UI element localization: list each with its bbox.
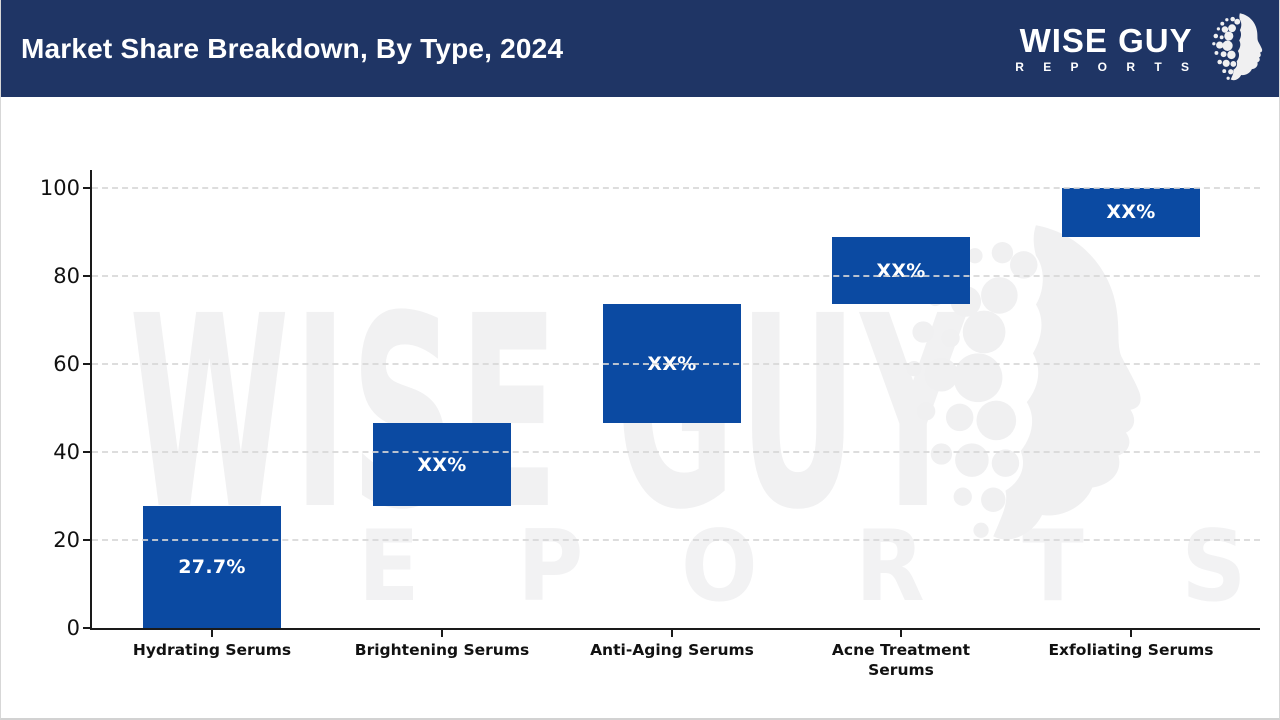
logo-text: WISE GUY R E P O R T S [1015, 21, 1197, 75]
x-tick-mark-5 [1130, 630, 1132, 637]
logo-wiseguy-label: WISE GUY [1019, 21, 1193, 59]
x-category-label-5: Exfoliating Serums [1048, 641, 1214, 659]
y-tick-mark-20 [83, 538, 90, 541]
y-tick-mark-40 [83, 450, 90, 453]
x-category-label-3: Anti-Aging Serums [590, 641, 754, 659]
y-tick-mark-80 [83, 274, 90, 277]
gridline-40 [92, 450, 1260, 453]
x-category-label-2: Brightening Serums [354, 641, 530, 659]
watermark-reports-text: R E P O R T S [191, 510, 1280, 624]
x-tick-mark-1 [211, 630, 213, 637]
y-tick-label-80: 80 [53, 263, 80, 288]
bar-value-label: XX% [876, 259, 926, 282]
header-bar: Market Share Breakdown, By Type, 2024 WI… [1, 0, 1279, 97]
x-tick-mark-2 [441, 630, 443, 637]
y-tick-label-40: 40 [53, 439, 80, 464]
bar-segment-5: XX% [1062, 187, 1200, 237]
gridline-100 [92, 186, 1260, 189]
bar-segment-4: XX% [832, 236, 970, 305]
x-tick-mark-3 [671, 630, 673, 637]
wise-guy-reports-logo: WISE GUY R E P O R T S [1015, 8, 1267, 90]
y-tick-label-60: 60 [53, 351, 80, 376]
gridline-20 [92, 538, 1260, 541]
bar-value-label: 27.7% [178, 555, 246, 578]
y-tick-label-100: 100 [39, 175, 80, 200]
y-tick-mark-0 [83, 627, 90, 629]
y-tick-label-20: 20 [53, 527, 80, 552]
logo-reports-label: R E P O R T S [1015, 60, 1197, 75]
x-category-label-1: Hydrating Serums [132, 641, 292, 659]
gridline-80 [92, 274, 1260, 277]
bar-value-label: XX% [417, 453, 467, 476]
watermark-wiseguy-text: WISE GUY [129, 260, 970, 568]
page-title: Market Share Breakdown, By Type, 2024 [21, 32, 564, 64]
bar-segment-1: 27.7% [143, 505, 281, 628]
bar-segment-2: XX% [373, 423, 511, 506]
x-axis-line [90, 628, 1260, 630]
logo-head-profile-icon [1212, 13, 1263, 81]
y-tick-label-0: 0 [66, 616, 80, 640]
y-axis-line [90, 170, 92, 630]
y-tick-mark-60 [83, 362, 90, 365]
x-category-label-4: Acne Treatment Serums [831, 641, 971, 680]
gridline-60 [92, 362, 1260, 365]
bar-value-label: XX% [1106, 201, 1156, 224]
x-tick-mark-4 [900, 630, 902, 637]
y-tick-mark-100 [83, 186, 90, 189]
